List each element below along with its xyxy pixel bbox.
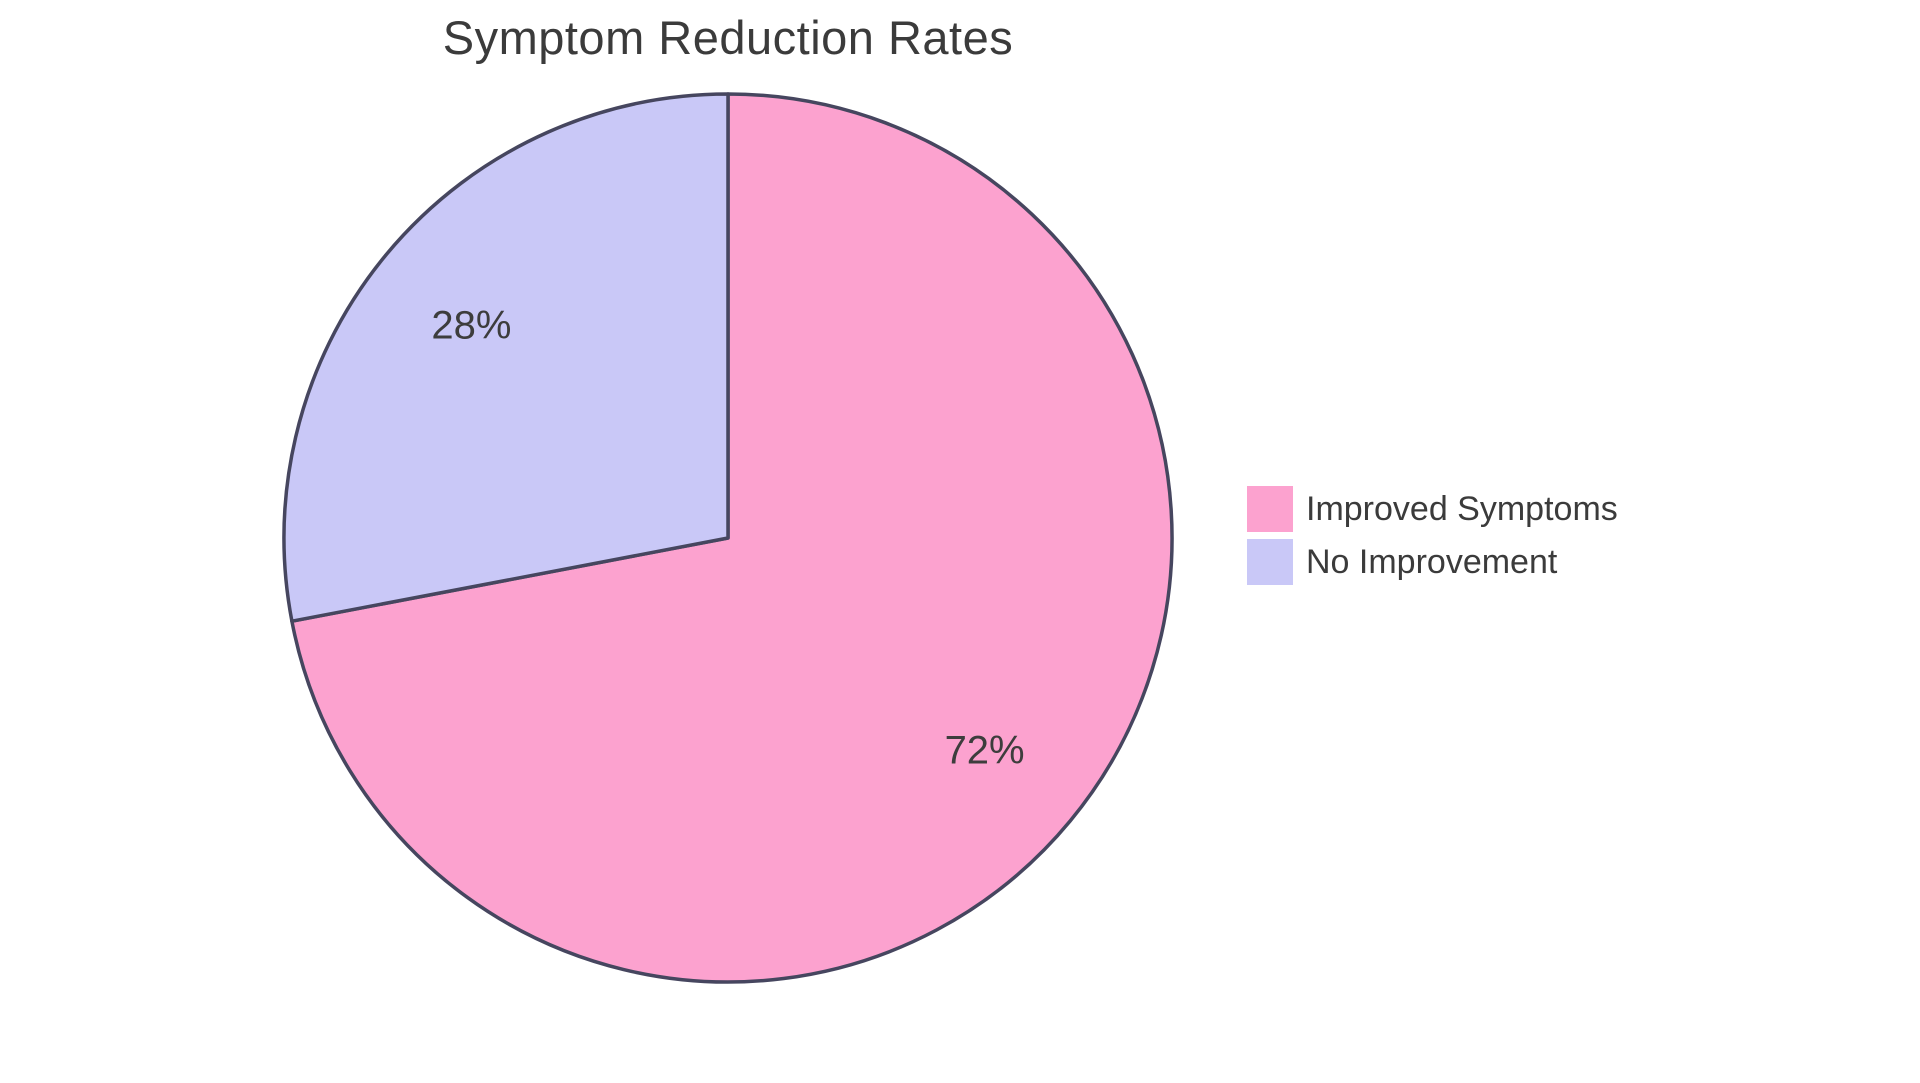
legend-label-no-improvement: No Improvement [1306,542,1558,581]
legend-swatch-improved-symptoms [1247,486,1293,532]
slice-pct-label-1: 28% [431,304,511,348]
pie-slice-1 [282,92,730,623]
legend-label-improved-symptoms: Improved Symptoms [1306,489,1618,528]
legend-item-no-improvement: No Improvement [1247,539,1618,585]
chart-title: Symptom Reduction Rates [442,11,1014,64]
pie-slice-0 [290,92,1174,984]
slice-pct-label-0: 72% [945,728,1025,772]
legend: Improved Symptoms No Improvement [1247,486,1618,585]
legend-swatch-no-improvement [1247,539,1293,585]
legend-item-improved-symptoms: Improved Symptoms [1247,486,1618,532]
